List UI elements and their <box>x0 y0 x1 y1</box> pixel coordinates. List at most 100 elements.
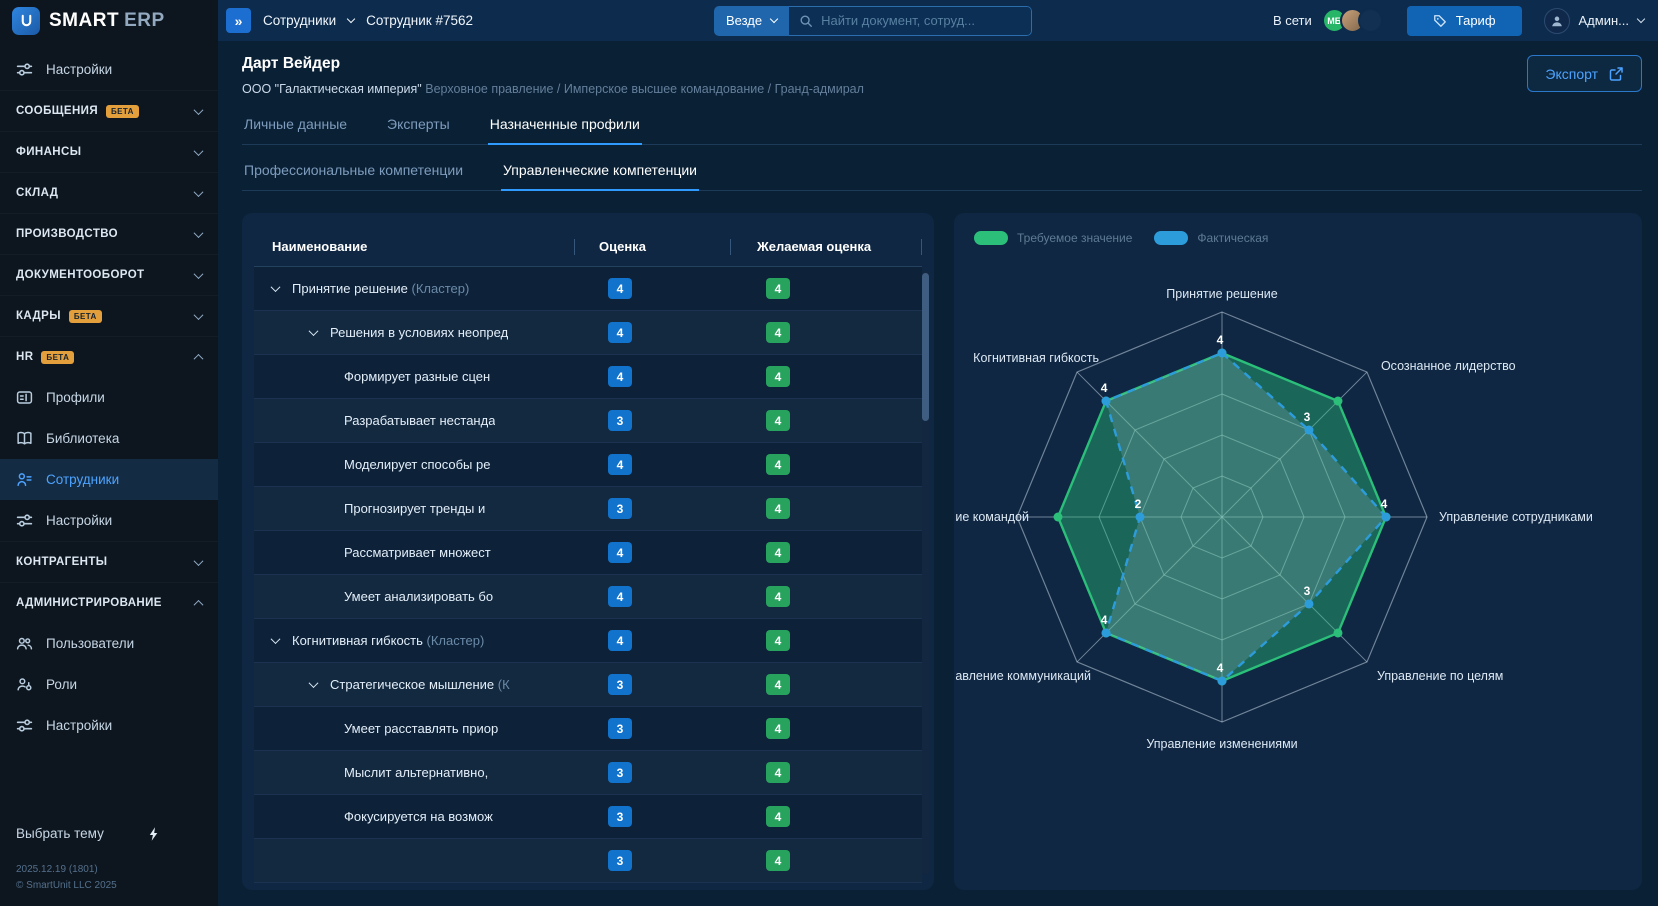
chevron-down-icon[interactable] <box>308 678 319 689</box>
search-scope-dropdown[interactable]: Везде <box>713 5 790 36</box>
chevron-down-icon <box>1636 14 1646 23</box>
export-button[interactable]: Экспорт <box>1527 55 1642 92</box>
sidebar-section-hr[interactable]: HR БЕТА <box>0 336 218 377</box>
competency-name-cell: Моделирует способы ре <box>254 457 576 472</box>
panels: Наименование Оценка Желаемая оценка Прин… <box>242 213 1642 890</box>
sidebar-item-roles[interactable]: Роли <box>0 664 218 705</box>
score-badge: 3 <box>608 762 632 783</box>
sidebar-section-kadry[interactable]: КАДРЫ БЕТА <box>0 295 218 336</box>
table-row[interactable]: Моделирует способы ре 4 4 <box>254 443 922 487</box>
avatar[interactable] <box>1357 8 1383 33</box>
sidebar-item-hr-settings[interactable]: Настройки <box>0 500 218 541</box>
table-row[interactable]: Разрабатывает нестанда 3 4 <box>254 399 922 443</box>
table-row[interactable]: Прогнозирует тренды и 3 4 <box>254 487 922 531</box>
main-area: » Сотрудники Сотрудник #7562 Везде В сети… <box>218 0 1658 906</box>
table-row[interactable]: Рассматривает множест 4 4 <box>254 531 922 575</box>
chevron-down-icon[interactable] <box>308 326 319 337</box>
online-avatars[interactable]: МБ <box>1321 8 1383 33</box>
sidebar-section-contractors[interactable]: КОНТРАГЕНТЫ <box>0 541 218 582</box>
tab-personal[interactable]: Личные данные <box>244 116 348 132</box>
sidebar-section-docflow[interactable]: ДОКУМЕНТООБОРОТ <box>0 254 218 295</box>
column-header-score: Оценка <box>599 239 646 254</box>
table-row[interactable]: Умеет расставлять приор 3 4 <box>254 707 922 751</box>
sidebar-item-settings-top[interactable]: Настройки <box>0 49 218 90</box>
user-menu-label: Админ... <box>1578 13 1629 28</box>
theme-switcher[interactable]: Выбрать тему <box>0 813 218 854</box>
chevron-up-icon <box>193 353 204 364</box>
user-menu[interactable]: Админ... <box>1543 7 1646 34</box>
column-header-desired: Желаемая оценка <box>757 239 872 254</box>
svg-text:4: 4 <box>1101 613 1108 627</box>
tab-profiles[interactable]: Назначенные профили <box>487 116 643 145</box>
competency-name-cell: Когнитивная гибкость (Кластер) <box>254 633 576 648</box>
online-users-label: В сети <box>1272 13 1312 28</box>
table-row[interactable]: Когнитивная гибкость (Кластер) 4 4 <box>254 619 922 663</box>
chevron-down-icon <box>193 555 204 566</box>
sidebar-section-administration[interactable]: АДМИНИСТРИРОВАНИЕ <box>0 582 218 623</box>
theme-label: Выбрать тему <box>16 826 104 841</box>
topbar-right: В сети МБ Тариф Админ... <box>1272 5 1646 36</box>
sidebar-section-messages[interactable]: СООБЩЕНИЯ БЕТА <box>0 90 218 131</box>
nav-item-label: Настройки <box>46 62 113 77</box>
table-row[interactable]: Стратегическое мышление (К 3 4 <box>254 663 922 707</box>
breadcrumb-item[interactable]: Сотрудники <box>263 13 337 28</box>
search-input[interactable] <box>821 13 1021 28</box>
table-row[interactable]: Умеет анализировать бо 4 4 <box>254 575 922 619</box>
competency-name: Разрабатывает нестанда <box>344 413 496 428</box>
subtab-managerial[interactable]: Управленческие компетенции <box>501 162 699 191</box>
score-badge: 3 <box>608 806 632 827</box>
chevron-down-icon[interactable] <box>270 634 281 645</box>
svg-text:Управление изменениями: Управление изменениями <box>1146 737 1297 751</box>
scrollbar-thumb[interactable] <box>922 273 929 421</box>
score-badge: 4 <box>608 586 632 607</box>
score-cell: 4 <box>576 322 732 343</box>
sidebar-item-admin-settings[interactable]: Настройки <box>0 705 218 746</box>
version-info: 2025.12.19 (1801) © SmartUnit LLC 2025 <box>0 854 218 906</box>
table-row[interactable]: Формирует разные сцен 4 4 <box>254 355 922 399</box>
legend-label: Требуемое значение <box>1017 231 1133 245</box>
table-row[interactable]: Решения в условиях неопред 4 4 <box>254 311 922 355</box>
logo[interactable]: SMART ERP <box>0 0 218 41</box>
table-scrollbar[interactable] <box>922 271 929 874</box>
desired-badge: 4 <box>766 762 790 783</box>
competency-name-cell: Формирует разные сцен <box>254 369 576 384</box>
desired-score-cell: 4 <box>732 718 922 739</box>
sidebar-item-employees[interactable]: Сотрудники <box>0 459 218 500</box>
subtab-professional[interactable]: Профессиональные компетенции <box>244 162 464 178</box>
nav-item-label: Настройки <box>46 513 113 528</box>
competency-name: Когнитивная гибкость (Кластер) <box>292 633 485 648</box>
table-row[interactable]: Фокусируется на возмож 3 4 <box>254 795 922 839</box>
tab-experts[interactable]: Эксперты <box>387 116 450 132</box>
sidebar-section-production[interactable]: ПРОИЗВОДСТВО <box>0 213 218 254</box>
competency-name: Рассматривает множест <box>344 545 491 560</box>
sidebar-collapse-button[interactable]: » <box>226 8 251 33</box>
chevron-down-icon[interactable] <box>270 282 281 293</box>
sidebar-item-users[interactable]: Пользователи <box>0 623 218 664</box>
sidebar: SMART ERP Настройки СООБЩЕНИЯ БЕТА ФИНАНСЫ СК… <box>0 0 218 906</box>
nav-item-label: Сотрудники <box>46 472 120 487</box>
sliders-icon <box>16 61 33 78</box>
sidebar-item-library[interactable]: Библиотека <box>0 418 218 459</box>
desired-score-cell: 4 <box>732 806 922 827</box>
legend-swatch <box>974 231 1008 245</box>
score-cell: 4 <box>576 454 732 475</box>
column-divider <box>921 238 922 255</box>
svg-text:4: 4 <box>1217 661 1224 675</box>
tariff-button[interactable]: Тариф <box>1406 5 1522 36</box>
breadcrumb-item[interactable]: Сотрудник #7562 <box>366 13 473 28</box>
score-badge: 4 <box>608 278 632 299</box>
sidebar-section-finance[interactable]: ФИНАНСЫ <box>0 131 218 172</box>
competency-name-cell: Фокусируется на возмож <box>254 809 576 824</box>
global-search: Везде <box>713 5 1032 36</box>
svg-text:4: 4 <box>1217 333 1224 347</box>
beta-badge: БЕТА <box>41 350 75 364</box>
svg-text:Принятие решение: Принятие решение <box>1166 287 1277 301</box>
sliders-icon <box>16 512 33 529</box>
table-header: Наименование Оценка Желаемая оценка <box>254 227 922 267</box>
table-row[interactable]: Мыслит альтернативно, 3 4 <box>254 751 922 795</box>
sidebar-item-profiles[interactable]: Профили <box>0 377 218 418</box>
table-row[interactable]: Принятие решение (Кластер) 4 4 <box>254 267 922 311</box>
desired-badge: 4 <box>766 278 790 299</box>
sidebar-section-warehouse[interactable]: СКЛАД <box>0 172 218 213</box>
